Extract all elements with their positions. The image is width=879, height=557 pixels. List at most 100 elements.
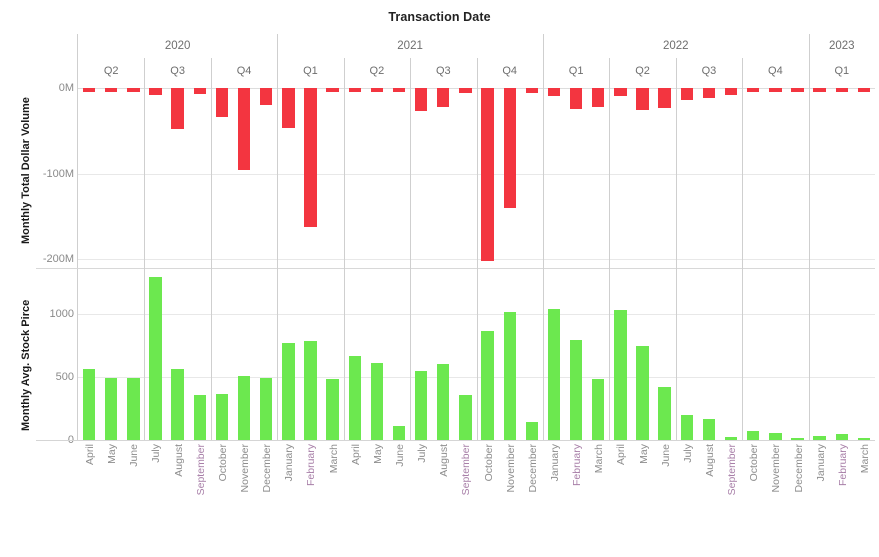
table-row[interactable]	[415, 88, 427, 110]
table-row[interactable]	[216, 88, 228, 116]
y-tick-label: -100M	[43, 168, 74, 180]
x-tick-label: July	[416, 444, 428, 463]
table-row[interactable]	[747, 431, 759, 440]
quarter-divider	[410, 58, 411, 440]
table-row[interactable]	[437, 88, 449, 107]
table-row[interactable]	[747, 88, 759, 92]
table-row[interactable]	[282, 88, 294, 127]
table-row[interactable]	[658, 88, 670, 108]
x-tick-label: May	[106, 444, 118, 464]
quarter-label: Q3	[144, 58, 210, 84]
table-row[interactable]	[349, 356, 361, 440]
table-row[interactable]	[171, 88, 183, 129]
table-row[interactable]	[393, 426, 405, 440]
table-row[interactable]	[127, 378, 139, 440]
table-row[interactable]	[614, 310, 626, 440]
table-row[interactable]	[681, 88, 693, 100]
table-row[interactable]	[371, 363, 383, 440]
table-row[interactable]	[326, 379, 338, 440]
table-row[interactable]	[681, 415, 693, 440]
table-row[interactable]	[570, 88, 582, 109]
quarter-label: Q1	[543, 58, 609, 84]
table-row[interactable]	[791, 88, 803, 92]
quarter-divider	[344, 58, 345, 440]
table-row[interactable]	[592, 379, 604, 440]
table-row[interactable]	[105, 88, 117, 92]
table-row[interactable]	[260, 378, 272, 440]
x-tick-label: September	[195, 444, 207, 495]
table-row[interactable]	[415, 371, 427, 440]
table-row[interactable]	[83, 369, 95, 440]
table-row[interactable]	[769, 433, 781, 440]
year-divider	[543, 34, 544, 440]
year-label: 2020	[78, 34, 277, 58]
x-tick-label: November	[770, 444, 782, 492]
top-y-axis: 0M-100M-200M	[0, 84, 74, 268]
table-row[interactable]	[282, 343, 294, 440]
table-row[interactable]	[858, 88, 870, 92]
year-label: 2022	[543, 34, 809, 58]
table-row[interactable]	[504, 312, 516, 440]
x-tick-label: July	[682, 444, 694, 463]
chart-title: Transaction Date	[0, 10, 879, 24]
table-row[interactable]	[437, 364, 449, 440]
table-row[interactable]	[548, 309, 560, 440]
quarter-label: Q4	[742, 58, 808, 84]
table-row[interactable]	[481, 331, 493, 440]
x-tick-label: October	[217, 444, 229, 481]
quarter-label: Q4	[477, 58, 543, 84]
x-tick-label: February	[837, 444, 849, 486]
panel-separator	[36, 268, 875, 269]
table-row[interactable]	[481, 88, 493, 261]
table-row[interactable]	[703, 88, 715, 97]
table-row[interactable]	[526, 88, 538, 92]
x-tick-label: January	[283, 444, 295, 481]
x-tick-label: March	[328, 444, 340, 473]
table-row[interactable]	[194, 88, 206, 94]
table-row[interactable]	[614, 88, 626, 96]
table-row[interactable]	[725, 88, 737, 95]
table-row[interactable]	[260, 88, 272, 105]
table-row[interactable]	[149, 277, 161, 440]
table-row[interactable]	[459, 395, 471, 440]
table-row[interactable]	[548, 88, 560, 96]
table-row[interactable]	[769, 88, 781, 92]
table-row[interactable]	[504, 88, 516, 208]
table-row[interactable]	[304, 341, 316, 440]
quarter-label: Q2	[609, 58, 675, 84]
table-row[interactable]	[194, 395, 206, 440]
table-row[interactable]	[636, 88, 648, 109]
table-row[interactable]	[459, 88, 471, 92]
table-row[interactable]	[570, 340, 582, 440]
table-row[interactable]	[216, 394, 228, 440]
table-row[interactable]	[238, 376, 250, 440]
table-row[interactable]	[526, 422, 538, 440]
table-row[interactable]	[703, 419, 715, 440]
y-tick-label: 0M	[59, 82, 74, 94]
x-tick-label: July	[150, 444, 162, 463]
table-row[interactable]	[304, 88, 316, 227]
table-row[interactable]	[83, 88, 95, 92]
table-row[interactable]	[836, 88, 848, 92]
table-row[interactable]	[592, 88, 604, 107]
x-tick-label: February	[305, 444, 317, 486]
quarter-label: Q3	[676, 58, 742, 84]
table-row[interactable]	[326, 88, 338, 92]
table-row[interactable]	[658, 387, 670, 440]
table-row[interactable]	[105, 378, 117, 440]
table-row[interactable]	[171, 369, 183, 440]
x-tick-label: November	[239, 444, 251, 492]
table-row[interactable]	[636, 346, 648, 440]
table-row[interactable]	[238, 88, 250, 169]
table-row[interactable]	[349, 88, 361, 92]
year-row: 2020202120222023	[78, 34, 875, 58]
quarter-divider	[477, 58, 478, 440]
table-row[interactable]	[393, 88, 405, 92]
table-row[interactable]	[127, 88, 139, 92]
table-row[interactable]	[371, 88, 383, 92]
quarter-divider	[211, 58, 212, 440]
table-row[interactable]	[813, 88, 825, 92]
quarter-divider	[676, 58, 677, 440]
table-row[interactable]	[149, 88, 161, 95]
x-tick-label: September	[460, 444, 472, 495]
